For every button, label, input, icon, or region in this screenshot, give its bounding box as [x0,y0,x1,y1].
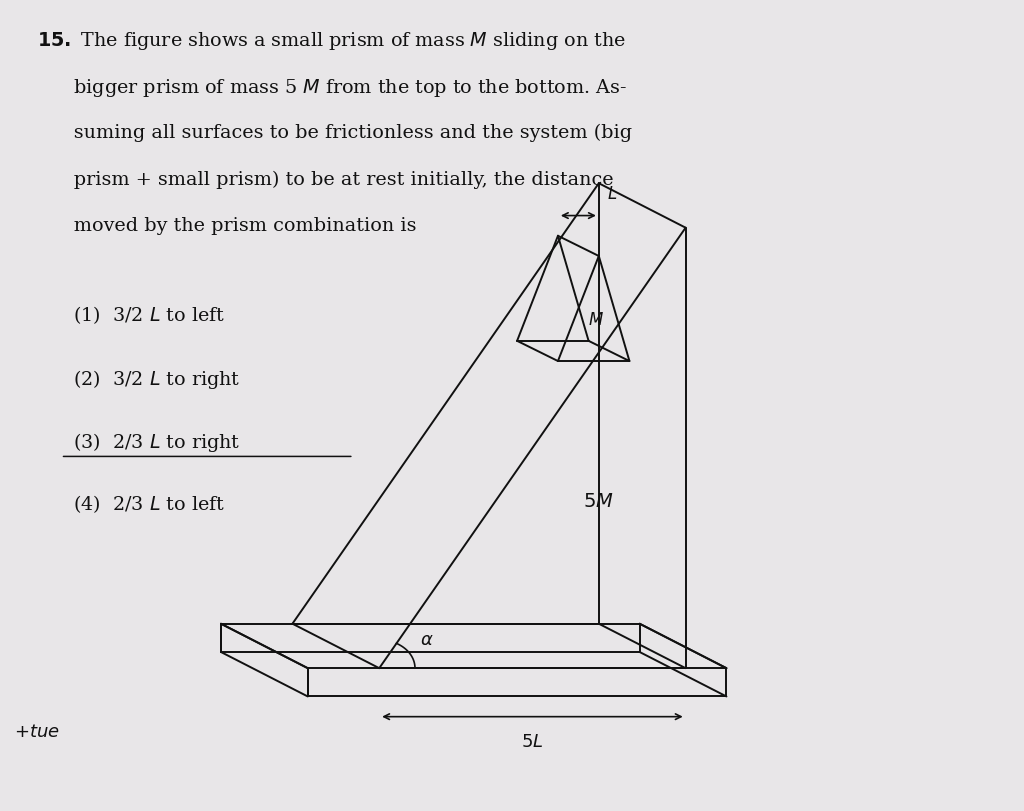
Text: (4)  2/3 $L$ to left: (4) 2/3 $L$ to left [73,494,225,516]
Text: (3)  2/3 $L$ to right: (3) 2/3 $L$ to right [73,431,241,453]
Text: prism + small prism) to be at rest initially, the distance: prism + small prism) to be at rest initi… [37,170,613,188]
Text: $\mathit{+tue}$: $\mathit{+tue}$ [13,723,59,741]
Text: (1)  3/2 $L$ to left: (1) 3/2 $L$ to left [73,304,225,326]
Text: $\mathbf{15.}$ The figure shows a small prism of mass $M$ sliding on the: $\mathbf{15.}$ The figure shows a small … [37,30,626,52]
Text: $5L$: $5L$ [521,733,544,751]
Text: $5M$: $5M$ [584,493,614,512]
Text: $\alpha$: $\alpha$ [420,631,434,649]
Text: moved by the prism combination is: moved by the prism combination is [37,217,417,235]
Text: $M$: $M$ [588,312,604,329]
Text: suming all surfaces to be frictionless and the system (big: suming all surfaces to be frictionless a… [37,123,632,142]
Text: bigger prism of mass 5 $M$ from the top to the bottom. As-: bigger prism of mass 5 $M$ from the top … [37,76,627,99]
Text: $L$: $L$ [607,187,617,204]
Text: (2)  3/2 $L$ to right: (2) 3/2 $L$ to right [73,367,241,391]
